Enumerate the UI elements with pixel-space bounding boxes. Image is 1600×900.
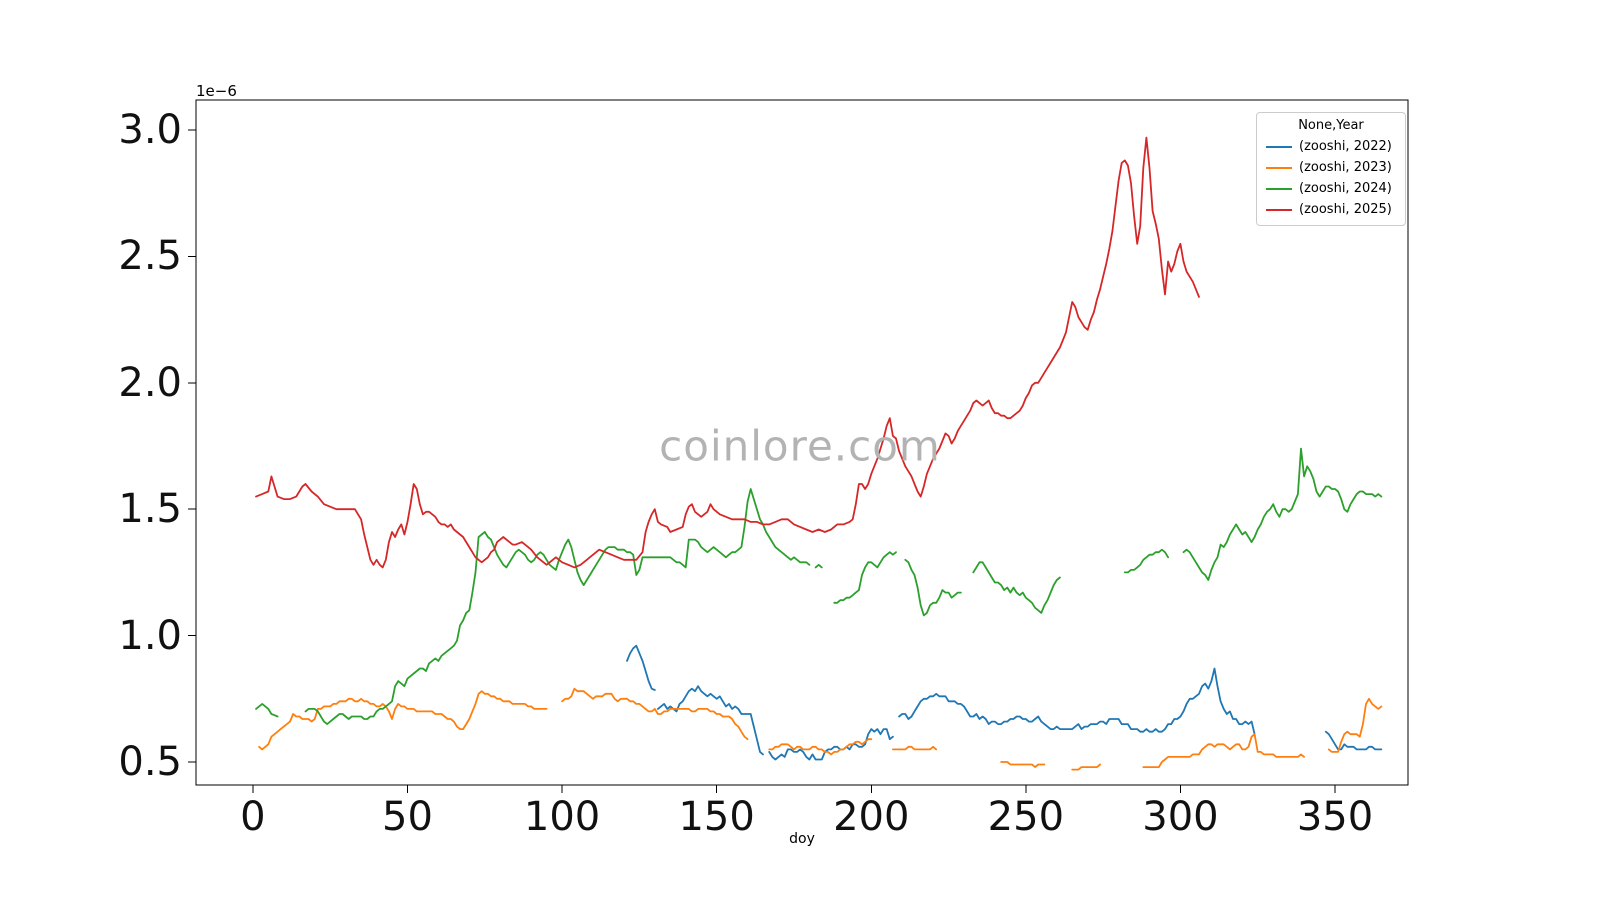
series-line-2023 xyxy=(768,738,873,756)
y-axis-offset-label: 1e−6 xyxy=(196,82,237,100)
legend-title: None,Year xyxy=(1298,118,1364,133)
series-line-2024 xyxy=(255,703,279,718)
series-line-2024 xyxy=(972,561,1061,614)
series-line-2023 xyxy=(561,687,749,741)
x-tick-label: 50 xyxy=(382,794,433,840)
series-line-2024 xyxy=(1123,548,1169,574)
series-line-2024 xyxy=(814,563,823,569)
x-tick-label: 150 xyxy=(678,794,755,840)
x-tick-label: 0 xyxy=(240,794,266,840)
series-line-2023 xyxy=(1142,733,1305,768)
series-line-2024 xyxy=(1182,447,1383,581)
legend-item-2023: (zooshi, 2023) xyxy=(1257,157,1405,178)
series-line-2023 xyxy=(1327,697,1383,753)
y-tick-label: 0.5 xyxy=(118,738,182,785)
legend-label-2023: (zooshi, 2023) xyxy=(1299,160,1392,175)
legend-label-2022: (zooshi, 2022) xyxy=(1299,139,1392,154)
y-tick-label: 1.0 xyxy=(118,612,182,659)
series-line-2023 xyxy=(1071,763,1101,771)
legend-label-2024: (zooshi, 2024) xyxy=(1299,181,1392,196)
legend-line-swatch-2023 xyxy=(1266,166,1292,169)
series-line-2022 xyxy=(768,728,894,761)
x-axis-label: doy xyxy=(789,831,815,847)
x-tick-label: 250 xyxy=(987,794,1065,840)
plot-frame xyxy=(195,99,1409,786)
series-line-2024 xyxy=(904,558,962,617)
series-line-2024 xyxy=(304,488,811,725)
series-line-2022 xyxy=(898,667,1256,736)
series-line-2022 xyxy=(657,685,764,756)
series-line-2024 xyxy=(833,551,897,604)
y-tick-label: 2.0 xyxy=(118,359,182,406)
x-tick-label: 200 xyxy=(833,794,910,840)
x-tick-label: 350 xyxy=(1296,794,1374,840)
y-tick-label: 2.5 xyxy=(118,233,182,280)
x-tick-label: 100 xyxy=(523,794,601,840)
legend-line-swatch-2024 xyxy=(1266,187,1292,190)
series-line-2022 xyxy=(626,644,656,691)
legend-item-2024: (zooshi, 2024) xyxy=(1257,178,1405,199)
x-tick-label: 300 xyxy=(1142,794,1219,840)
y-tick-label: 3.0 xyxy=(118,107,182,154)
series-line-2023 xyxy=(892,745,938,751)
legend-line-swatch-2025 xyxy=(1266,208,1292,211)
series-line-2022 xyxy=(1324,730,1383,751)
legend-item-2022: (zooshi, 2022) xyxy=(1257,136,1405,157)
watermark: coinlore.com xyxy=(659,421,941,471)
legend-label-2025: (zooshi, 2025) xyxy=(1299,202,1392,217)
series-line-2023 xyxy=(258,690,548,751)
series-line-2025 xyxy=(255,136,1200,569)
series-line-2023 xyxy=(1000,761,1046,768)
legend: None,Year (zooshi, 2022) (zooshi, 2023) … xyxy=(1256,112,1406,226)
y-tick-label: 1.5 xyxy=(118,486,182,533)
legend-line-swatch-2022 xyxy=(1266,145,1292,148)
legend-item-2025: (zooshi, 2025) xyxy=(1257,199,1405,220)
